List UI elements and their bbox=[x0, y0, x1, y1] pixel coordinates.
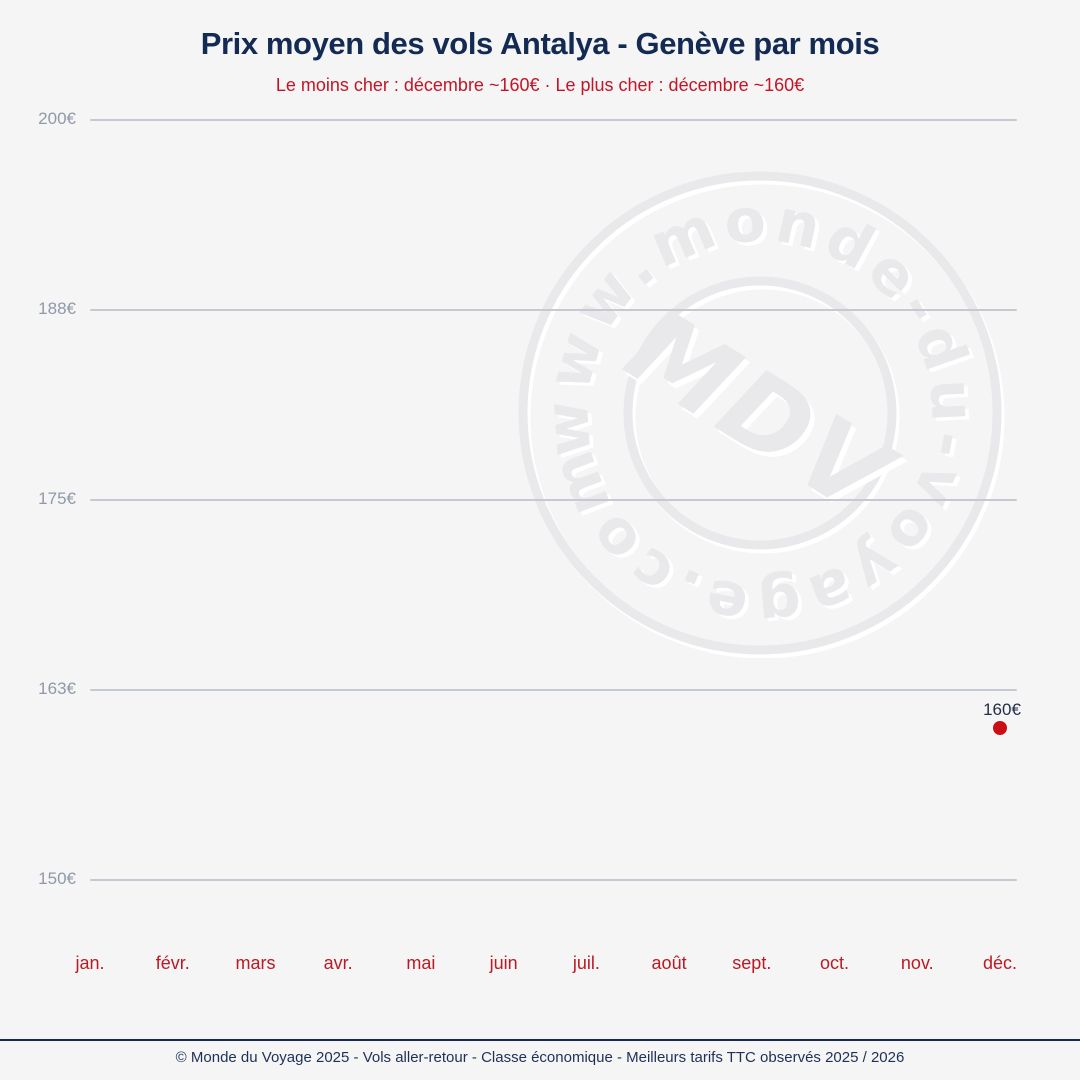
x-axis-month-label: févr. bbox=[155, 953, 190, 973]
gridline bbox=[90, 499, 1017, 501]
x-axis-month-label: avr. bbox=[323, 953, 353, 973]
gridline bbox=[90, 119, 1017, 121]
gridline bbox=[90, 879, 1017, 881]
x-axis-month-label: mai bbox=[406, 953, 436, 973]
watermark-outer-ring bbox=[518, 171, 1005, 658]
footer-divider bbox=[0, 1039, 1080, 1041]
footer-text: © Monde du Voyage 2025 - Vols aller-reto… bbox=[175, 1049, 905, 1066]
x-axis-month-label: nov. bbox=[900, 953, 934, 973]
data-point-value-label: 160€ bbox=[983, 700, 1021, 719]
data-point[interactable] bbox=[993, 721, 1007, 735]
y-axis-tick-label: 163€ bbox=[38, 679, 76, 698]
chart-subtitle: Le moins cher : décembre ~160€ · Le plus… bbox=[275, 75, 805, 95]
x-axis-month-label: jan. bbox=[75, 953, 105, 973]
chart-title: Prix moyen des vols Antalya - Genève par… bbox=[200, 26, 880, 61]
x-axis-month-label: août bbox=[651, 953, 687, 973]
gridline bbox=[90, 689, 1017, 691]
y-axis-tick-label: 175€ bbox=[38, 489, 76, 508]
x-axis-month-label: juil. bbox=[572, 953, 600, 973]
x-axis-month-label: déc. bbox=[982, 953, 1018, 973]
x-axis-month-label: sept. bbox=[732, 953, 772, 973]
y-axis-tick-label: 188€ bbox=[38, 299, 76, 318]
x-axis-month-label: juin bbox=[489, 953, 518, 973]
x-axis-month-label: mars bbox=[235, 953, 276, 973]
y-axis-tick-label: 200€ bbox=[38, 109, 76, 128]
y-axis-tick-label: 150€ bbox=[38, 869, 76, 888]
watermark-inner-ring bbox=[623, 276, 900, 554]
gridline bbox=[90, 309, 1017, 311]
watermark-stamp: www.monde-du-voyage.com · www.monde-du-v… bbox=[515, 168, 1005, 658]
x-axis-month-label: oct. bbox=[820, 953, 850, 973]
